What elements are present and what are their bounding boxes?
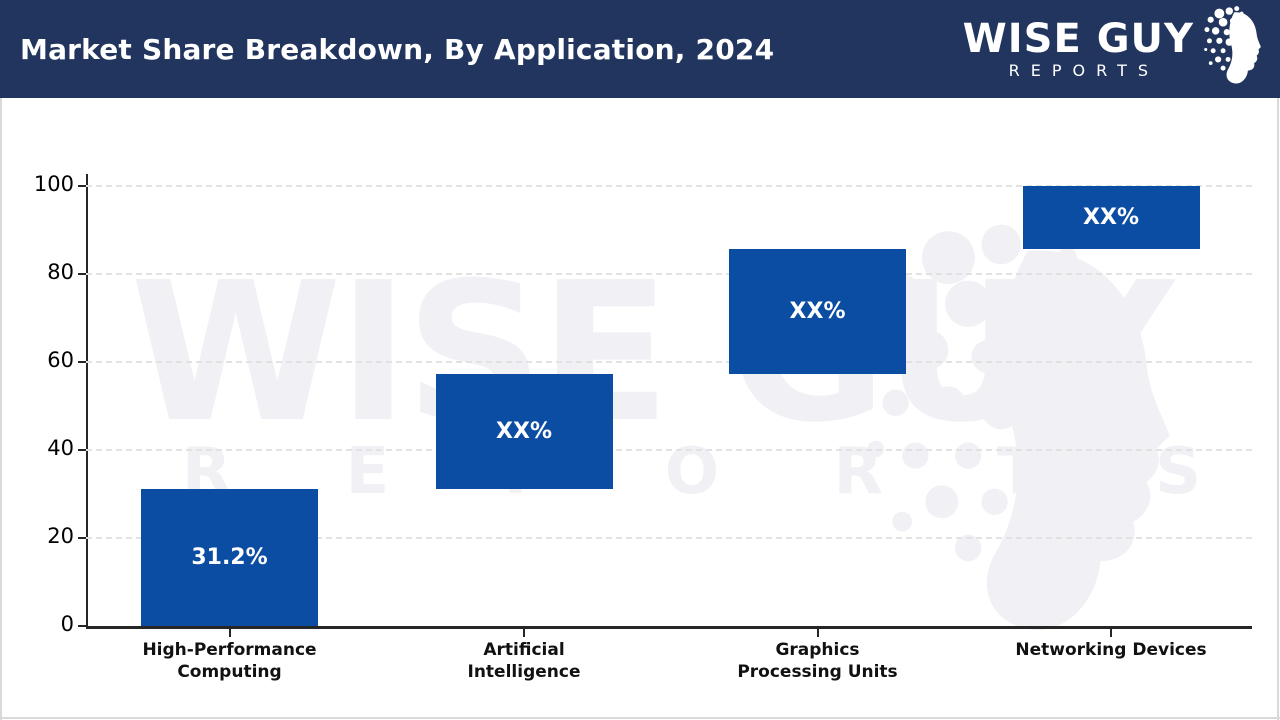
bar-value-label: XX%	[496, 419, 552, 444]
x-category-label: Graphics Processing Units	[737, 640, 898, 682]
y-tick-0	[78, 625, 86, 627]
y-tick-60	[78, 361, 86, 363]
y-tick-100	[78, 185, 86, 187]
y-tick-40	[78, 449, 86, 451]
y-axis-spine	[86, 174, 88, 628]
x-tick-3	[1110, 629, 1112, 637]
bar-segment: XX%	[435, 374, 613, 489]
x-tick-2	[816, 629, 819, 637]
x-tick-1	[523, 629, 525, 637]
gridline-60	[86, 361, 1252, 363]
bar-value-label: 31.2%	[191, 544, 268, 570]
plot-area: 0 20 40 60 80 100 31.2% High-Performance Computi…	[0, 98, 1280, 720]
x-axis-line	[86, 626, 1252, 629]
logo-head-icon	[1202, 6, 1264, 93]
gridline-100	[86, 185, 1252, 187]
bar-segment: 31.2%	[141, 488, 318, 626]
bar-value-label: XX%	[1083, 205, 1139, 231]
y-tick-20	[78, 537, 86, 539]
y-tick-label-80: 80	[47, 260, 74, 284]
chart-canvas: WISE GUY R E P O R T S 0 20 40 60 80 100 31.2%…	[0, 98, 1280, 720]
y-tick-label-60: 60	[47, 348, 74, 372]
logo-text: WISE GUY REPORTS	[963, 19, 1194, 79]
x-category-label: Networking Devices	[1015, 640, 1207, 660]
gridline-40	[86, 449, 1252, 451]
x-category-label: Artificial Intelligence	[467, 640, 581, 682]
gridline-20	[86, 537, 1252, 539]
x-tick-0	[228, 629, 231, 637]
bar-segment: XX%	[729, 249, 906, 375]
border-left	[0, 98, 2, 720]
logo-wordmark: WISE GUY	[962, 16, 1194, 62]
y-tick-label-20: 20	[47, 524, 74, 548]
header-bar: Market Share Breakdown, By Application, …	[0, 0, 1280, 98]
y-tick-label-100: 100	[33, 172, 74, 196]
page-title: Market Share Breakdown, By Application, …	[20, 32, 775, 66]
x-category-label: High-Performance Computing	[142, 640, 317, 682]
gridline-80	[86, 273, 1252, 275]
brand-logo: WISE GUY REPORTS	[963, 6, 1280, 93]
bar-segment: XX%	[1022, 186, 1200, 250]
logo-subtext: REPORTS	[1008, 61, 1159, 80]
y-tick-80	[78, 273, 86, 275]
border-right	[1277, 98, 1279, 720]
border-bottom	[0, 717, 1280, 719]
bar-value-label: XX%	[789, 299, 846, 325]
y-tick-label-40: 40	[47, 436, 74, 460]
y-tick-label-0: 0	[60, 612, 74, 636]
